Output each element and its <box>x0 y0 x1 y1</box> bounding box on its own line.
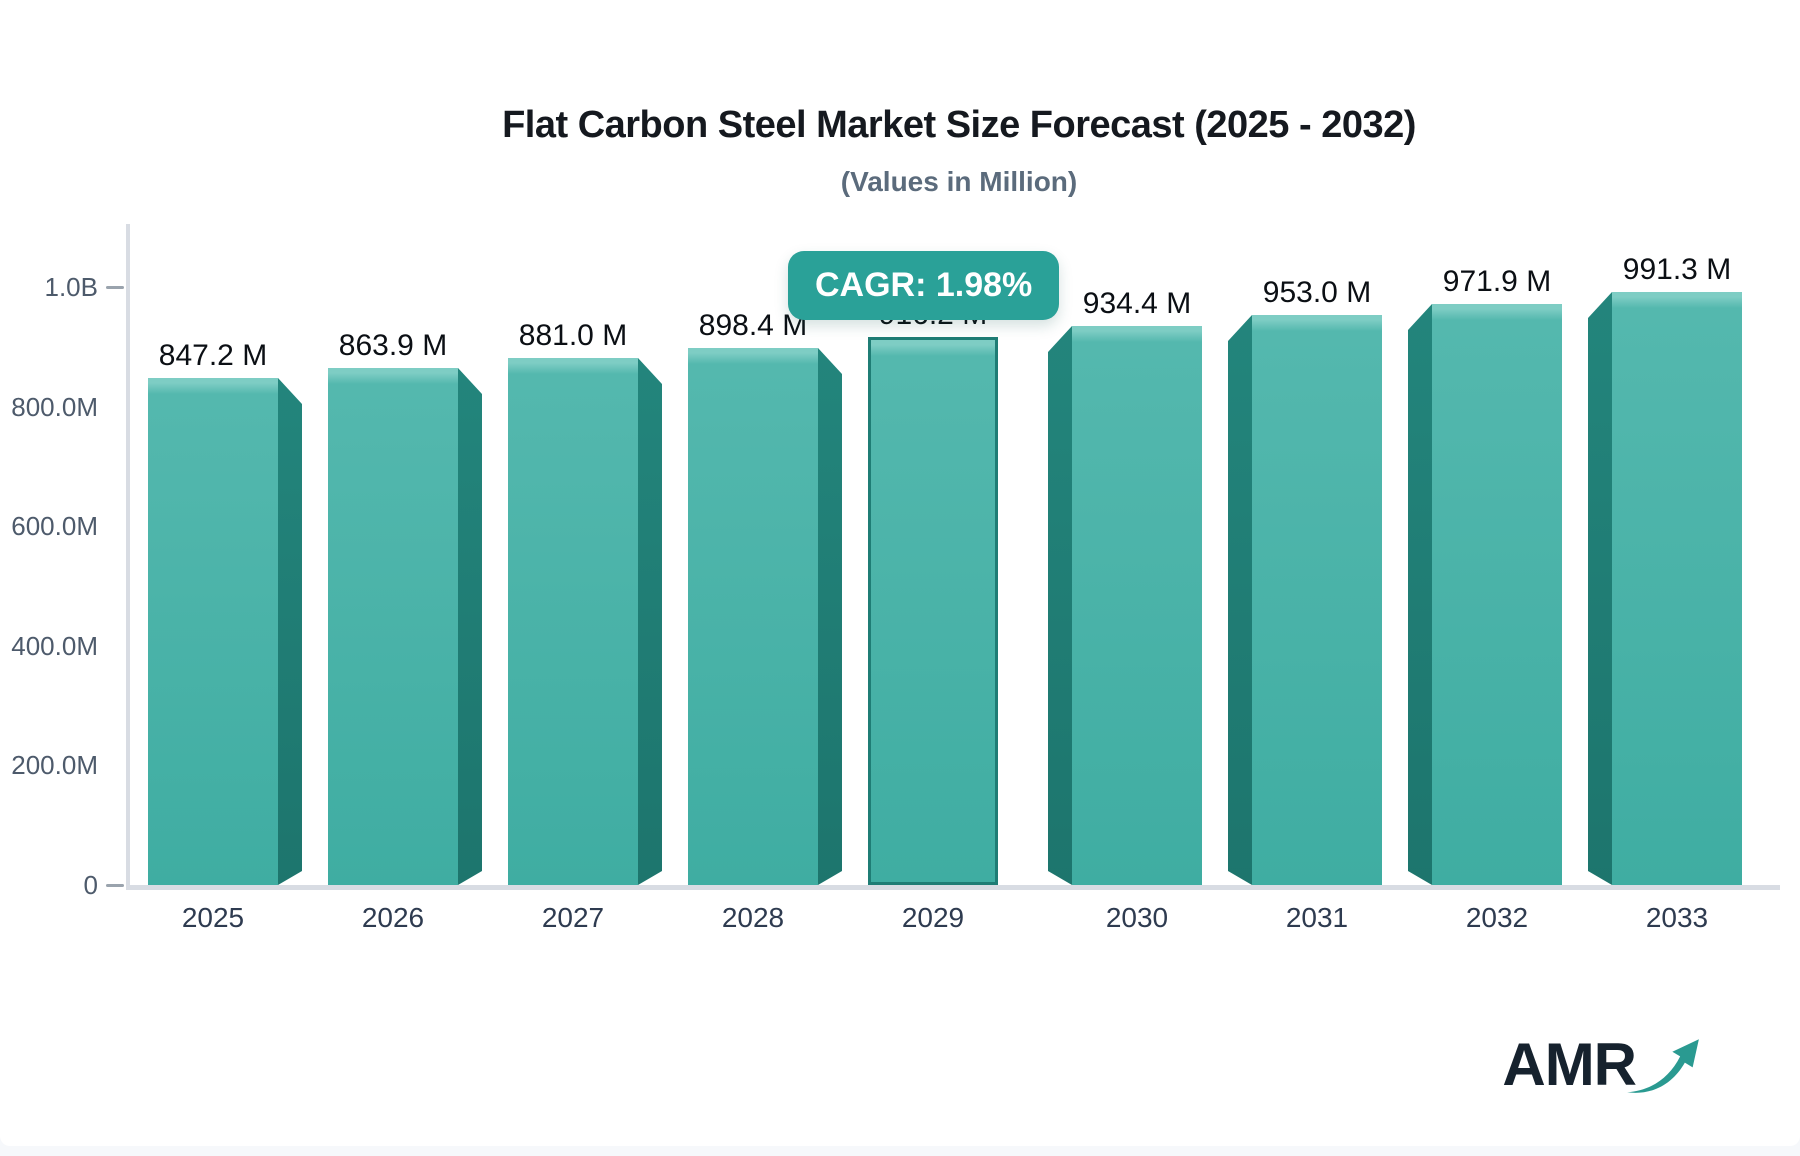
cagr-badge: CAGR: 1.98% <box>788 251 1060 320</box>
y-axis-tick-label: 1.0B <box>44 272 99 302</box>
x-axis-line <box>126 885 1780 890</box>
x-axis-label: 2032 <box>1465 902 1529 933</box>
y-axis-tick-mark <box>106 286 124 289</box>
y-axis-tick-label: 200.0M <box>11 750 98 781</box>
bar-value-label: 847.2 M <box>158 339 268 372</box>
y-axis-tick-label: 0 <box>83 870 98 900</box>
y-axis-tick-label: 400.0M <box>11 630 98 661</box>
x-axis-label: 2025 <box>181 902 245 933</box>
bar-value-label: 898.4 M <box>698 309 808 342</box>
amr-logo: AMR <box>1502 1035 1702 1102</box>
x-axis-label: 2030 <box>1105 902 1169 933</box>
bar-3d-side <box>818 348 842 885</box>
chart-title: Flat Carbon Steel Market Size Forecast (… <box>502 104 1416 146</box>
bar[interactable] <box>868 337 998 885</box>
bar-3d-side <box>278 378 302 885</box>
x-axis-label: 2026 <box>361 902 425 933</box>
bar[interactable] <box>1612 292 1742 885</box>
x-axis-label: 2027 <box>541 902 605 933</box>
bar[interactable] <box>1072 326 1202 885</box>
bar-value-label: 881.0 M <box>518 319 628 352</box>
growth-arrow-icon <box>1624 1033 1702 1102</box>
bar-value-label: 934.4 M <box>1082 287 1192 320</box>
chart-subtitle: (Values in Million) <box>840 166 1078 197</box>
amr-logo-text: AMR <box>1502 1031 1637 1098</box>
y-axis-line <box>126 224 130 888</box>
bar-3d-side <box>638 358 662 885</box>
bar-3d-side <box>1048 326 1072 885</box>
bar[interactable] <box>1252 315 1382 885</box>
bar-value-label: 971.9 M <box>1442 265 1552 298</box>
y-axis-tick-label: 800.0M <box>11 391 98 422</box>
bar-value-label: 863.9 M <box>338 329 448 362</box>
y-axis-tick-label: 600.0M <box>11 511 98 542</box>
bar-3d-side <box>1408 304 1432 885</box>
bar-3d-side <box>1228 315 1252 885</box>
bar[interactable] <box>1432 304 1562 885</box>
bar[interactable] <box>328 368 458 885</box>
bar[interactable] <box>508 358 638 885</box>
y-axis-tick-mark <box>106 884 124 887</box>
x-axis-label: 2029 <box>901 902 965 933</box>
x-axis-label: 2033 <box>1645 902 1709 933</box>
x-axis-label: 2028 <box>721 902 785 933</box>
bar-3d-side <box>458 368 482 885</box>
bar-3d-side <box>1588 292 1612 885</box>
bar-value-label: 953.0 M <box>1262 276 1372 309</box>
x-axis-label: 2031 <box>1285 902 1349 933</box>
bar[interactable] <box>148 378 278 885</box>
bar-value-label: 991.3 M <box>1622 253 1732 286</box>
bar[interactable] <box>688 348 818 885</box>
